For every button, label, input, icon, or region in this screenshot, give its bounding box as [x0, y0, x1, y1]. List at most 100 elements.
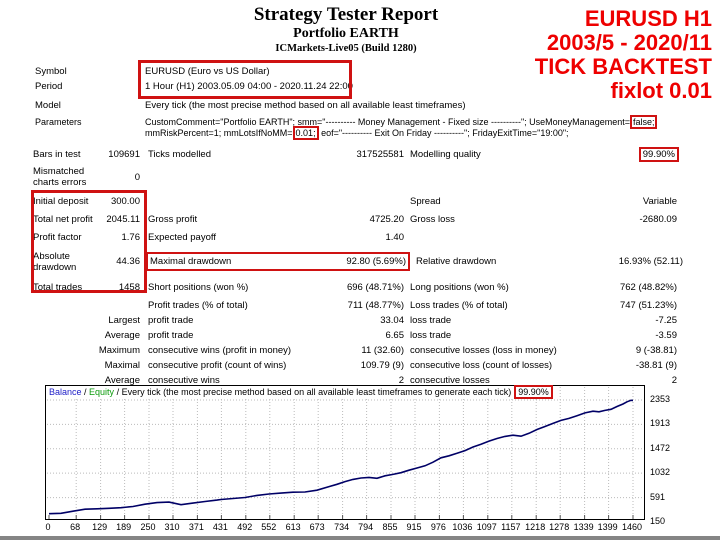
stat-label: Loss trades (% of total)	[410, 300, 508, 311]
stat-label: Absolute drawdown	[33, 250, 77, 273]
model-label: Model	[35, 100, 61, 111]
x-axis-tick-label: 673	[309, 522, 325, 532]
annotation-line-4: fixlot 0.01	[610, 78, 712, 103]
stat-label: Total net profit	[33, 213, 93, 225]
period-value: 1 Hour (H1) 2003.05.09 04:00 - 2020.11.2…	[145, 81, 353, 92]
stat-cell: Initial deposit 300.00	[33, 196, 140, 207]
stat-label: consecutive losses	[410, 375, 490, 386]
stat-label: Average	[104, 375, 140, 386]
x-axis-tick-label: 0	[45, 522, 51, 532]
table-row: Profit factor 1.76 Expected payoff 1.40	[33, 228, 683, 246]
table-row: Bars in test 109691 Ticks modelled 31752558…	[33, 146, 683, 162]
stat-label: Modelling quality	[410, 148, 481, 160]
stat-label: Profit trades (% of total)	[148, 300, 248, 311]
parameters-row: Parameters CustomComment="Portfolio EART…	[35, 113, 658, 140]
stat-label: consecutive profit (count of wins)	[148, 360, 287, 371]
stat-value: 9 (-38.81)	[635, 345, 677, 356]
symbol-label: Symbol	[35, 66, 67, 77]
report-header: Strategy Tester Report Portfolio EARTH I…	[160, 4, 532, 55]
table-row: Largest profit trade 33.04 loss trade -7.25	[33, 313, 683, 328]
model-value: Every tick (the most precise method base…	[145, 100, 466, 111]
stat-label: Initial deposit	[33, 195, 89, 207]
stat-cell: Profit factor 1.76	[33, 232, 140, 243]
stat-value: 317525581	[356, 148, 404, 160]
x-axis-tick-label: 371	[188, 522, 204, 532]
table-row: Total trades 1458 Short positions (won %) 6…	[33, 277, 683, 298]
table-row: Maximal consecutive profit (count of wins…	[33, 358, 683, 373]
stat-value: 2045.11	[106, 213, 140, 225]
legend-separator-1: /	[81, 387, 90, 397]
x-axis-tick-label: 1097	[476, 522, 497, 532]
stat-cell: Absolute drawdown 44.36	[33, 251, 140, 273]
table-row: Maximum consecutive wins (profit in money…	[33, 343, 683, 358]
x-axis-tick-label: 431	[212, 522, 228, 532]
stat-label: consecutive loss (count of losses)	[410, 360, 553, 371]
stat-value: 2	[398, 375, 404, 386]
annotation-line-2: 2003/5 - 2020/11	[546, 30, 712, 55]
stat-label: Ticks modelled	[148, 148, 212, 160]
parameters-line2-text: mmRiskPercent=1; mmLotsIfNoMM=	[145, 127, 293, 138]
y-axis-tick-label: 2353	[650, 394, 671, 404]
table-row: Average profit trade 6.65 loss trade -3.59	[33, 328, 683, 343]
symbol-row: Symbol EURUSD (Euro vs US Dollar)	[35, 62, 657, 81]
maximal-drawdown-highlight-box: Maximal drawdown 92.80 (5.69%)	[146, 252, 410, 271]
table-row: Initial deposit 300.00 Spread Variable	[33, 192, 683, 210]
portfolio-name: Portfolio EARTH	[293, 26, 399, 41]
stat-label: Long positions (won %)	[410, 282, 509, 293]
x-axis-tick-label: 1036	[452, 522, 473, 532]
stat-label: Gross loss	[410, 213, 455, 225]
stat-value: 16.93% (52.11)	[618, 256, 683, 267]
stat-value: 762 (48.82%)	[619, 282, 677, 293]
x-axis-tick-label: 1339	[573, 522, 594, 532]
parameters-line2-tail: eof="---------- Exit On Friday ---------…	[318, 127, 569, 138]
y-axis-tick-label: 1913	[650, 418, 671, 429]
legend-separator-2: /	[114, 387, 122, 397]
symbol-value: EURUSD (Euro vs US Dollar)	[145, 66, 270, 77]
stat-label: loss trade	[410, 315, 452, 326]
y-axis-tick-label: 1472	[650, 442, 671, 453]
stat-label: Largest	[108, 315, 140, 326]
stat-label: Profit factor	[33, 231, 82, 243]
chart-model-label: Every tick (the most precise method base…	[121, 387, 512, 397]
x-axis-tick-label: 734	[334, 522, 350, 532]
stat-label: profit trade	[148, 330, 194, 341]
stat-label: Maximal drawdown	[150, 256, 232, 267]
stat-cell: Mismatched charts errors 0	[33, 166, 140, 188]
stat-label: Expected payoff	[148, 231, 216, 243]
x-axis-tick-label: 855	[382, 522, 398, 532]
period-label: Period	[35, 81, 63, 92]
table-row: Mismatched charts errors 0	[33, 162, 683, 192]
stat-value: 4725.20	[369, 213, 404, 225]
stat-value: 92.80 (5.69%)	[346, 256, 406, 267]
parameters-value: CustomComment="Portfolio EARTH"; smm="--…	[145, 115, 658, 140]
x-axis-tick-label: 976	[430, 522, 446, 532]
x-axis-tick-label: 189	[116, 522, 132, 532]
page-title: Strategy Tester Report	[253, 4, 439, 25]
stat-value: 44.36	[116, 256, 140, 267]
x-axis-tick-label: 1399	[597, 522, 618, 532]
stat-value: 6.65	[385, 330, 405, 341]
annotation-line-3: TICK BACKTEST	[534, 54, 712, 79]
table-row: Average consecutive wins 2 consecutive loss…	[33, 373, 683, 388]
x-axis-tick-label: 1157	[501, 522, 521, 532]
annotation-line-1: EURUSD H1	[584, 6, 712, 31]
results-table: Bars in test 109691 Ticks modelled 31752558…	[33, 146, 683, 388]
stat-label: Short positions (won %)	[148, 282, 249, 293]
parameters-line1-text: CustomComment="Portfolio EARTH"; smm="--…	[145, 117, 630, 127]
stat-label: profit trade	[148, 315, 194, 326]
parameters-false-highlight: false;	[629, 115, 658, 129]
stat-label: Mismatched charts errors	[33, 166, 87, 188]
stat-value: 300.00	[110, 195, 140, 207]
y-axis-tick-label: 1032	[650, 467, 671, 478]
parameters-lot-highlight: 0.01;	[292, 125, 319, 140]
stat-label: Total trades	[33, 282, 83, 293]
x-axis-tick-label: 794	[358, 522, 374, 532]
y-axis-tick-label: 591	[650, 491, 666, 502]
balance-curve-svg	[47, 387, 643, 519]
x-axis-tick-label: 129	[92, 522, 108, 532]
stat-value: 99.90%	[598, 146, 679, 162]
stat-value: Variable	[642, 195, 677, 207]
x-axis-tick-label: 68	[70, 522, 81, 532]
stat-label: consecutive losses (loss in money)	[410, 345, 557, 356]
stat-cell: Bars in test 109691	[33, 149, 140, 160]
